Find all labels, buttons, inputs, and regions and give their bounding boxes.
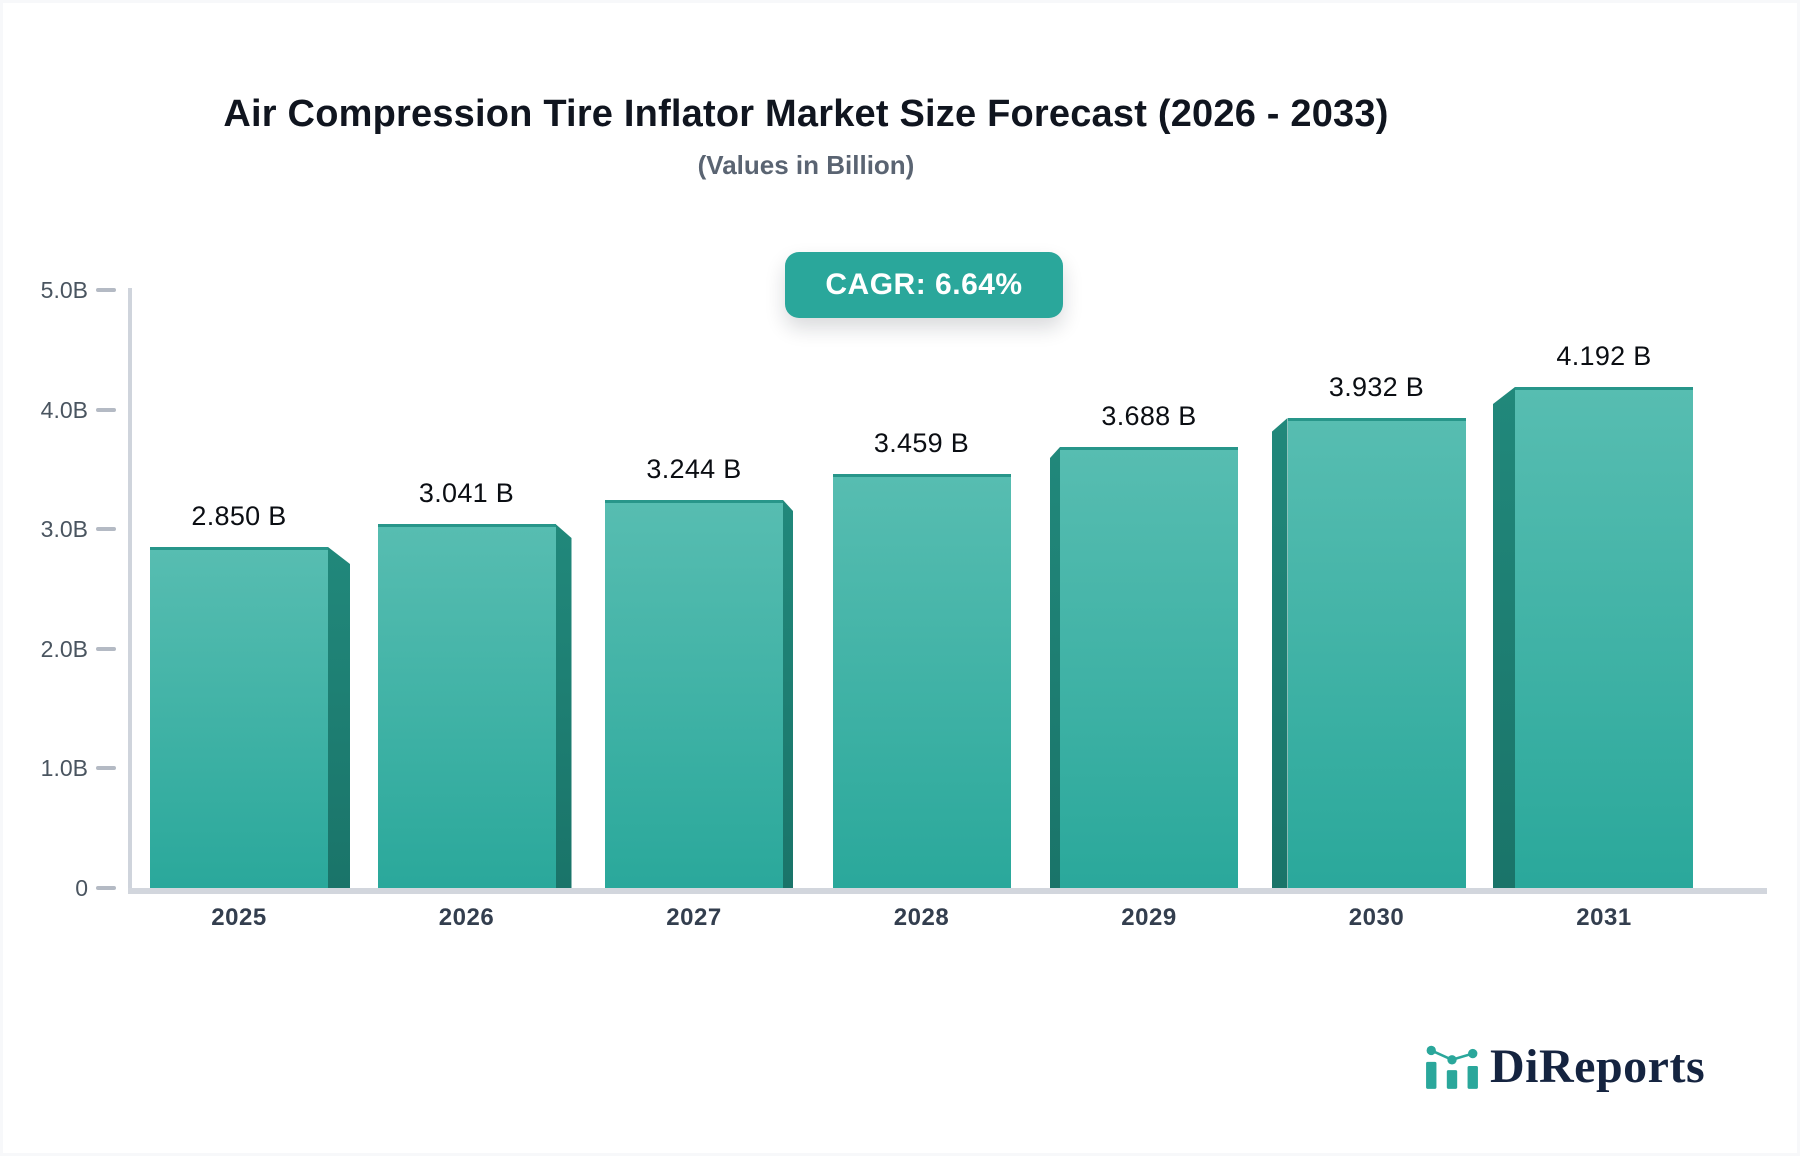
y-tick-label: 0 (75, 875, 88, 901)
brand-logo: DiReports (1424, 1028, 1705, 1104)
x-axis-line (128, 888, 1767, 894)
y-tick-dash (96, 766, 116, 771)
bar-value-label: 3.244 B (646, 454, 742, 484)
x-tick-label: 2029 (1121, 904, 1177, 931)
bar-line-chart-icon (1426, 1045, 1478, 1089)
bar-value-label: 4.192 B (1556, 341, 1652, 371)
bar-value-label: 3.688 B (1101, 401, 1197, 431)
x-tick-label: 2028 (893, 904, 950, 931)
bar (1060, 447, 1238, 888)
cagr-badge: CAGR: 6.64% (785, 252, 1063, 318)
bar-side (1271, 418, 1288, 888)
bar (150, 547, 328, 888)
cagr-badge-label: CAGR: 6.64% (825, 268, 1023, 301)
x-tick-label: 2031 (1576, 904, 1632, 931)
y-tick-dash (96, 527, 116, 532)
y-tick-dash (96, 646, 116, 651)
x-tick-label: 2026 (438, 904, 495, 931)
bar-value-label: 2.850 B (191, 501, 287, 531)
bar-side (1493, 387, 1515, 888)
y-tick-label: 1.0B (40, 755, 88, 782)
bar-side (555, 524, 572, 888)
chart-subtitle: (Values in Billion) (697, 149, 915, 180)
bar-side (1050, 447, 1060, 888)
y-tick-dash (96, 288, 116, 292)
y-axis-line (128, 288, 132, 888)
chart-header: Air Compression Tire Inflator Market Siz… (0, 92, 1612, 181)
y-tick-dash (96, 886, 116, 890)
bar (1515, 387, 1693, 888)
bar-side (328, 547, 350, 888)
bar (832, 474, 1011, 888)
x-tick-label: 2025 (211, 904, 267, 931)
y-tick-label: 4.0B (40, 396, 88, 423)
bar-value-label: 3.041 B (418, 478, 515, 508)
x-tick-label: 2030 (1348, 904, 1405, 931)
x-tick-label: 2027 (666, 904, 722, 931)
y-tick-label: 5.0B (40, 277, 88, 303)
y-tick-dash (96, 407, 116, 412)
bar-value-label: 3.459 B (873, 428, 970, 458)
bar (605, 500, 783, 888)
brand-logo-text: DiReports (1490, 1039, 1706, 1093)
bar (1287, 418, 1466, 888)
chart-title: Air Compression Tire Inflator Market Siz… (223, 93, 1389, 135)
y-tick-label: 2.0B (40, 635, 88, 662)
bar-value-label: 3.932 B (1328, 372, 1425, 402)
y-tick-label: 3.0B (40, 516, 88, 543)
bar-side (783, 500, 793, 888)
bar (377, 524, 556, 888)
